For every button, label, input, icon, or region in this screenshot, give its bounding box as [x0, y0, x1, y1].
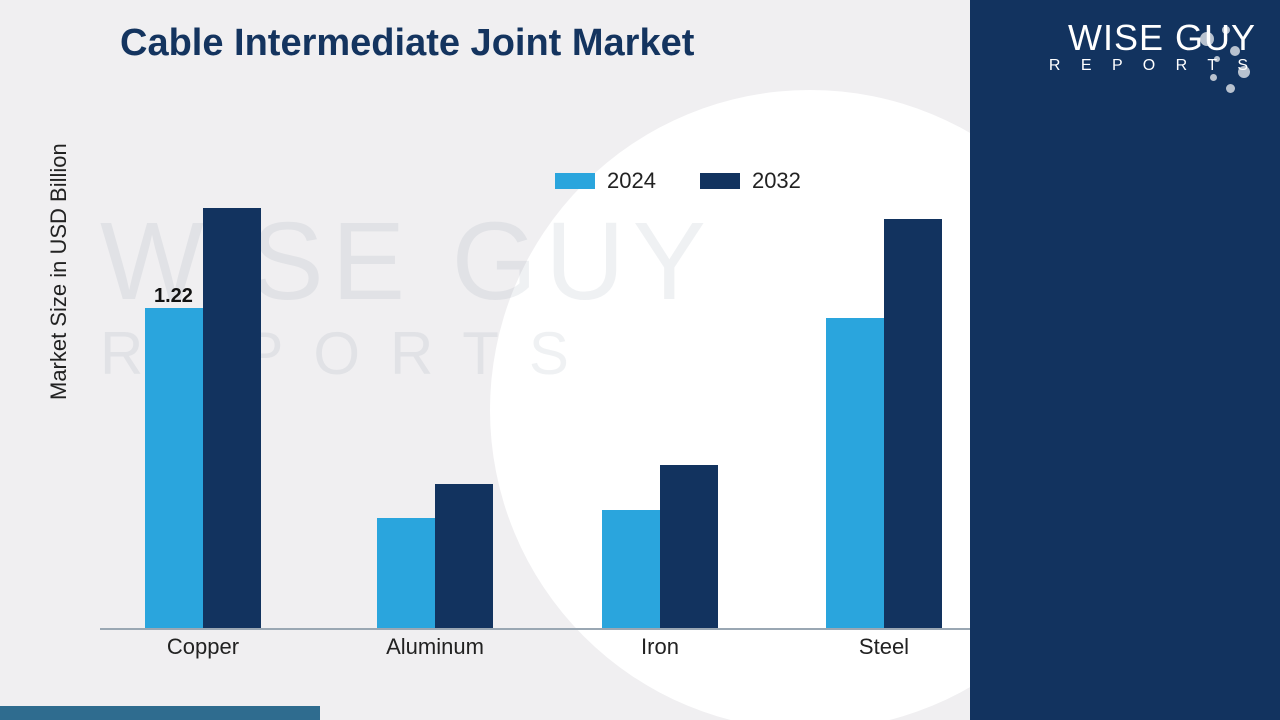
- category-label: Aluminum: [386, 634, 484, 660]
- bar-group: Steel: [826, 219, 942, 629]
- bar-group: Copper: [145, 208, 261, 628]
- category-label: Copper: [167, 634, 239, 660]
- legend-item-2024: 2024: [555, 168, 656, 194]
- brand-line2: R E P O R T S: [1049, 58, 1256, 74]
- legend-item-2032: 2032: [700, 168, 801, 194]
- bar-group: Iron: [602, 465, 718, 628]
- legend-label: 2024: [607, 168, 656, 194]
- page-title: Cable Intermediate Joint Market: [120, 22, 694, 65]
- value-callout: 1.22: [154, 285, 193, 308]
- category-label: Steel: [859, 634, 909, 660]
- category-label: Iron: [641, 634, 679, 660]
- y-axis-label: Market Size in USD Billion: [46, 143, 72, 400]
- plot-area: Copper Aluminum Iron Steel 1.22: [100, 210, 970, 630]
- bar-group: Aluminum: [377, 484, 493, 628]
- bar-2024: [602, 510, 660, 628]
- chart-canvas: WISE GUY R E P O R T S Cable Intermediat…: [0, 0, 1280, 720]
- bar-2032: [884, 219, 942, 629]
- legend-swatch-2024: [555, 173, 595, 189]
- legend-swatch-2032: [700, 173, 740, 189]
- bar-2032: [203, 208, 261, 628]
- legend-label: 2032: [752, 168, 801, 194]
- bar-2032: [660, 465, 718, 628]
- bar-2024: [145, 308, 203, 628]
- brand-block: WISE GUY R E P O R T S: [1049, 20, 1256, 74]
- bar-2024: [826, 318, 884, 628]
- brand-line1: WISE GUY: [1049, 20, 1256, 56]
- x-axis-line: [100, 628, 970, 630]
- legend: 2024 2032: [555, 168, 801, 194]
- right-panel: [970, 0, 1280, 720]
- bar-2032: [435, 484, 493, 628]
- bar-2024: [377, 518, 435, 628]
- bottom-accent-strip: [0, 706, 320, 720]
